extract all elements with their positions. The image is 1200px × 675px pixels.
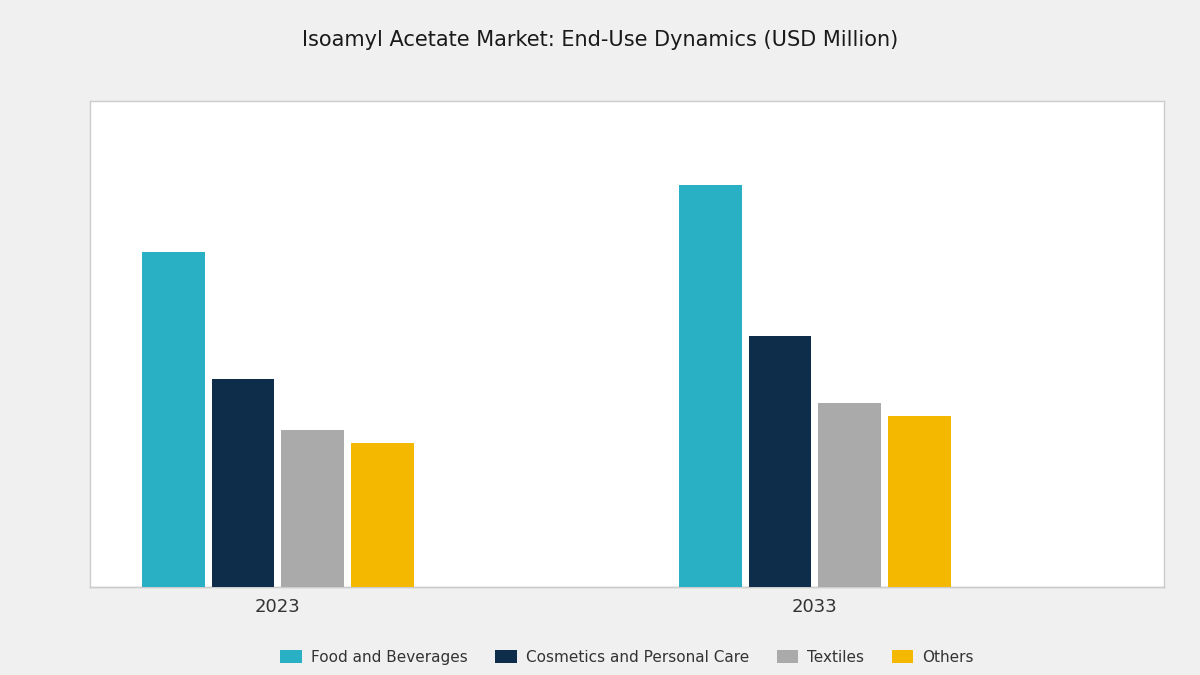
Legend: Food and Beverages, Cosmetics and Personal Care, Textiles, Others: Food and Beverages, Cosmetics and Person… [275, 643, 979, 671]
Text: Isoamyl Acetate Market: End-Use Dynamics (USD Million): Isoamyl Acetate Market: End-Use Dynamics… [302, 30, 898, 51]
Bar [142, 252, 205, 587]
Bar [888, 416, 952, 587]
Bar [749, 336, 811, 587]
Bar [211, 379, 275, 587]
Bar [282, 430, 344, 587]
Bar [352, 443, 414, 587]
Bar [818, 403, 881, 587]
Bar [679, 185, 742, 587]
